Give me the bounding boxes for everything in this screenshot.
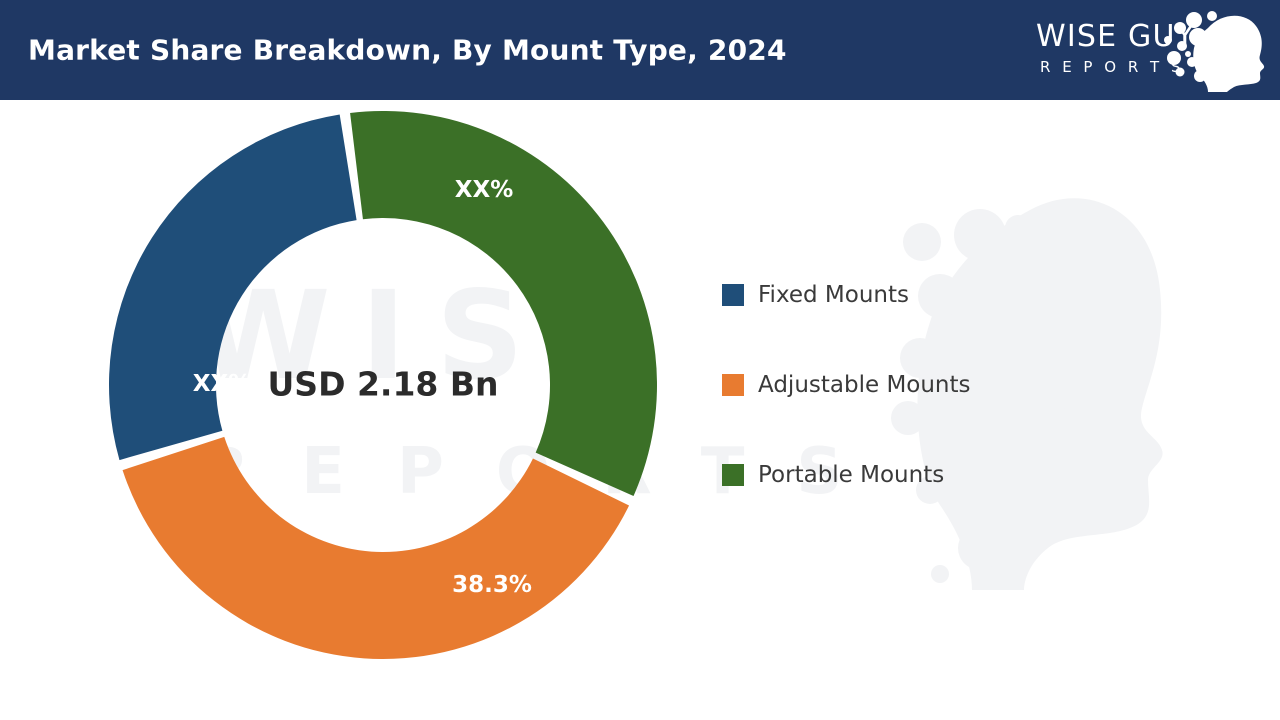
legend-item-adjustable-mounts[interactable]: Adjustable Mounts	[722, 340, 1102, 430]
legend-swatch-icon	[722, 374, 744, 396]
donut-slice-fixed-mounts[interactable]	[109, 114, 357, 461]
logo-line1: WISE GUY	[1036, 19, 1195, 54]
slice-label-portable-mounts: XX%	[454, 177, 514, 203]
legend-item-label: Fixed Mounts	[758, 282, 909, 308]
legend-swatch-icon	[722, 464, 744, 486]
donut-slice-portable-mounts[interactable]	[350, 111, 657, 497]
donut-slices	[109, 111, 657, 659]
legend-item-fixed-mounts[interactable]: Fixed Mounts	[722, 250, 1102, 340]
slice-label-adjustable-mounts: 38.3%	[452, 572, 532, 598]
watermark-head-icon	[891, 198, 1163, 590]
logo-head-icon	[1164, 11, 1265, 93]
legend-item-portable-mounts[interactable]: Portable Mounts	[722, 430, 1102, 520]
donut-center-value: USD 2.18 Bn	[267, 364, 499, 404]
legend-swatch-icon	[722, 284, 744, 306]
donut-svg	[109, 111, 657, 659]
legend-item-label: Adjustable Mounts	[758, 372, 971, 398]
chart-legend: Fixed Mounts Adjustable Mounts Portable …	[722, 250, 1102, 520]
logo-line2: R E P O R T S	[1040, 58, 1184, 76]
header-bar: Market Share Breakdown, By Mount Type, 2…	[0, 0, 1280, 100]
slice-label-fixed-mounts: XX%	[192, 371, 252, 397]
wise-guy-reports-logo: WISE GUY R E P O R T S	[1036, 11, 1265, 93]
donut-chart: USD 2.18 Bn XX% 38.3% XX%	[104, 106, 662, 664]
donut-slice-adjustable-mounts[interactable]	[122, 436, 630, 659]
page-title: Market Share Breakdown, By Mount Type, 2…	[28, 33, 787, 67]
legend-item-label: Portable Mounts	[758, 462, 945, 488]
